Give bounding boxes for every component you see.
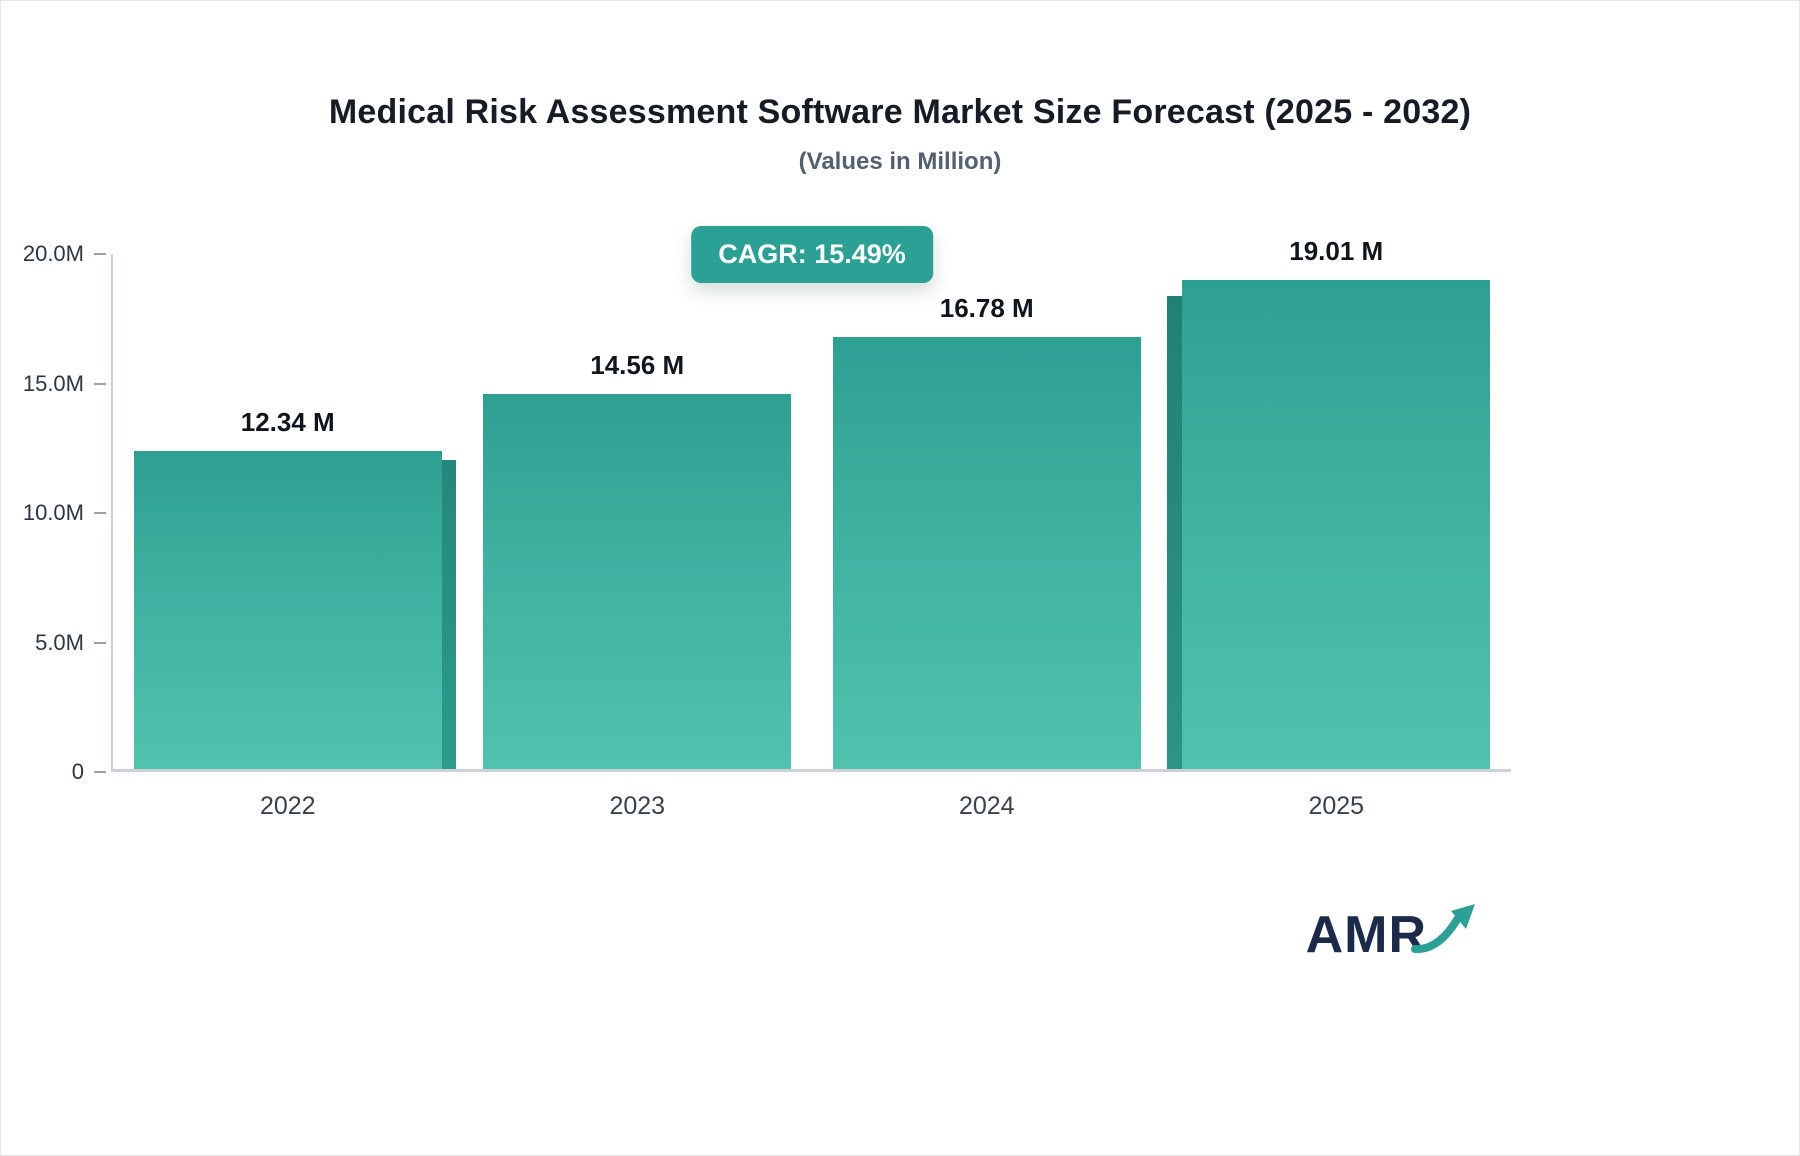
bar-slot: 19.01 M 2025	[1162, 236, 1512, 820]
y-tick: 10.0M	[1, 500, 111, 525]
bar-2025: 19.01 M	[1167, 236, 1491, 769]
y-tick-mark	[94, 512, 106, 514]
x-axis-label: 2025	[1308, 792, 1365, 820]
amr-logo-text: AMR	[1305, 906, 1427, 964]
chart-subtitle: (Values in Million)	[798, 148, 1002, 175]
y-tick: 0	[1, 759, 111, 784]
x-axis-label: 2023	[609, 792, 666, 820]
chart-title: Medical Risk Assessment Software Market …	[328, 93, 1472, 131]
chart-area: 0 5.0M 10.0M 15.0M 20.0M CAGR: 15.49% 12.34 …	[1, 226, 1799, 820]
bar-2022: 12.34 M	[133, 407, 456, 769]
trend-arrow-icon	[1411, 902, 1477, 961]
y-axis: 0 5.0M 10.0M 15.0M 20.0M	[1, 241, 111, 784]
y-tick: 20.0M	[1, 241, 111, 266]
x-axis-label: 2022	[259, 792, 316, 820]
y-tick-label: 15.0M	[22, 370, 84, 396]
y-tick-mark	[94, 253, 106, 255]
y-tick-label: 0	[71, 759, 84, 784]
x-axis-label: 2024	[958, 792, 1015, 820]
y-tick-label: 20.0M	[22, 241, 84, 266]
y-tick: 5.0M	[1, 629, 111, 655]
bar-value-label: 19.01 M	[1289, 235, 1384, 266]
y-tick-label: 10.0M	[22, 500, 84, 525]
amr-logo: AMR	[1306, 902, 1477, 965]
bar-value-label: 14.56 M	[590, 350, 685, 381]
bar-slot: 16.78 M 2024	[812, 254, 1162, 820]
y-tick: 15.0M	[1, 370, 111, 396]
y-tick-label: 5.0M	[35, 629, 84, 655]
bar-value-label: 16.78 M	[939, 292, 1034, 323]
y-tick-mark	[94, 382, 106, 385]
bar-slot: 14.56 M 2023	[463, 254, 813, 820]
cagr-badge: CAGR: 15.49%	[691, 226, 933, 283]
bars-container: 12.34 M 2022 14.56 M 2023 16.78 M 2024 19.01 M…	[113, 236, 1512, 820]
y-tick-mark	[94, 771, 106, 773]
y-tick-mark	[94, 641, 106, 644]
plot-area: CAGR: 15.49% 12.34 M 2022 14.56 M 2023 16.78…	[111, 226, 1512, 820]
bar-2024: 16.78 M	[832, 293, 1141, 769]
chart-header: Medical Risk Assessment Software Market …	[1, 1, 1799, 176]
bar-2023: 14.56 M	[483, 350, 792, 769]
bar-slot: 12.34 M 2022	[113, 254, 463, 820]
bar-value-label: 12.34 M	[240, 407, 335, 438]
